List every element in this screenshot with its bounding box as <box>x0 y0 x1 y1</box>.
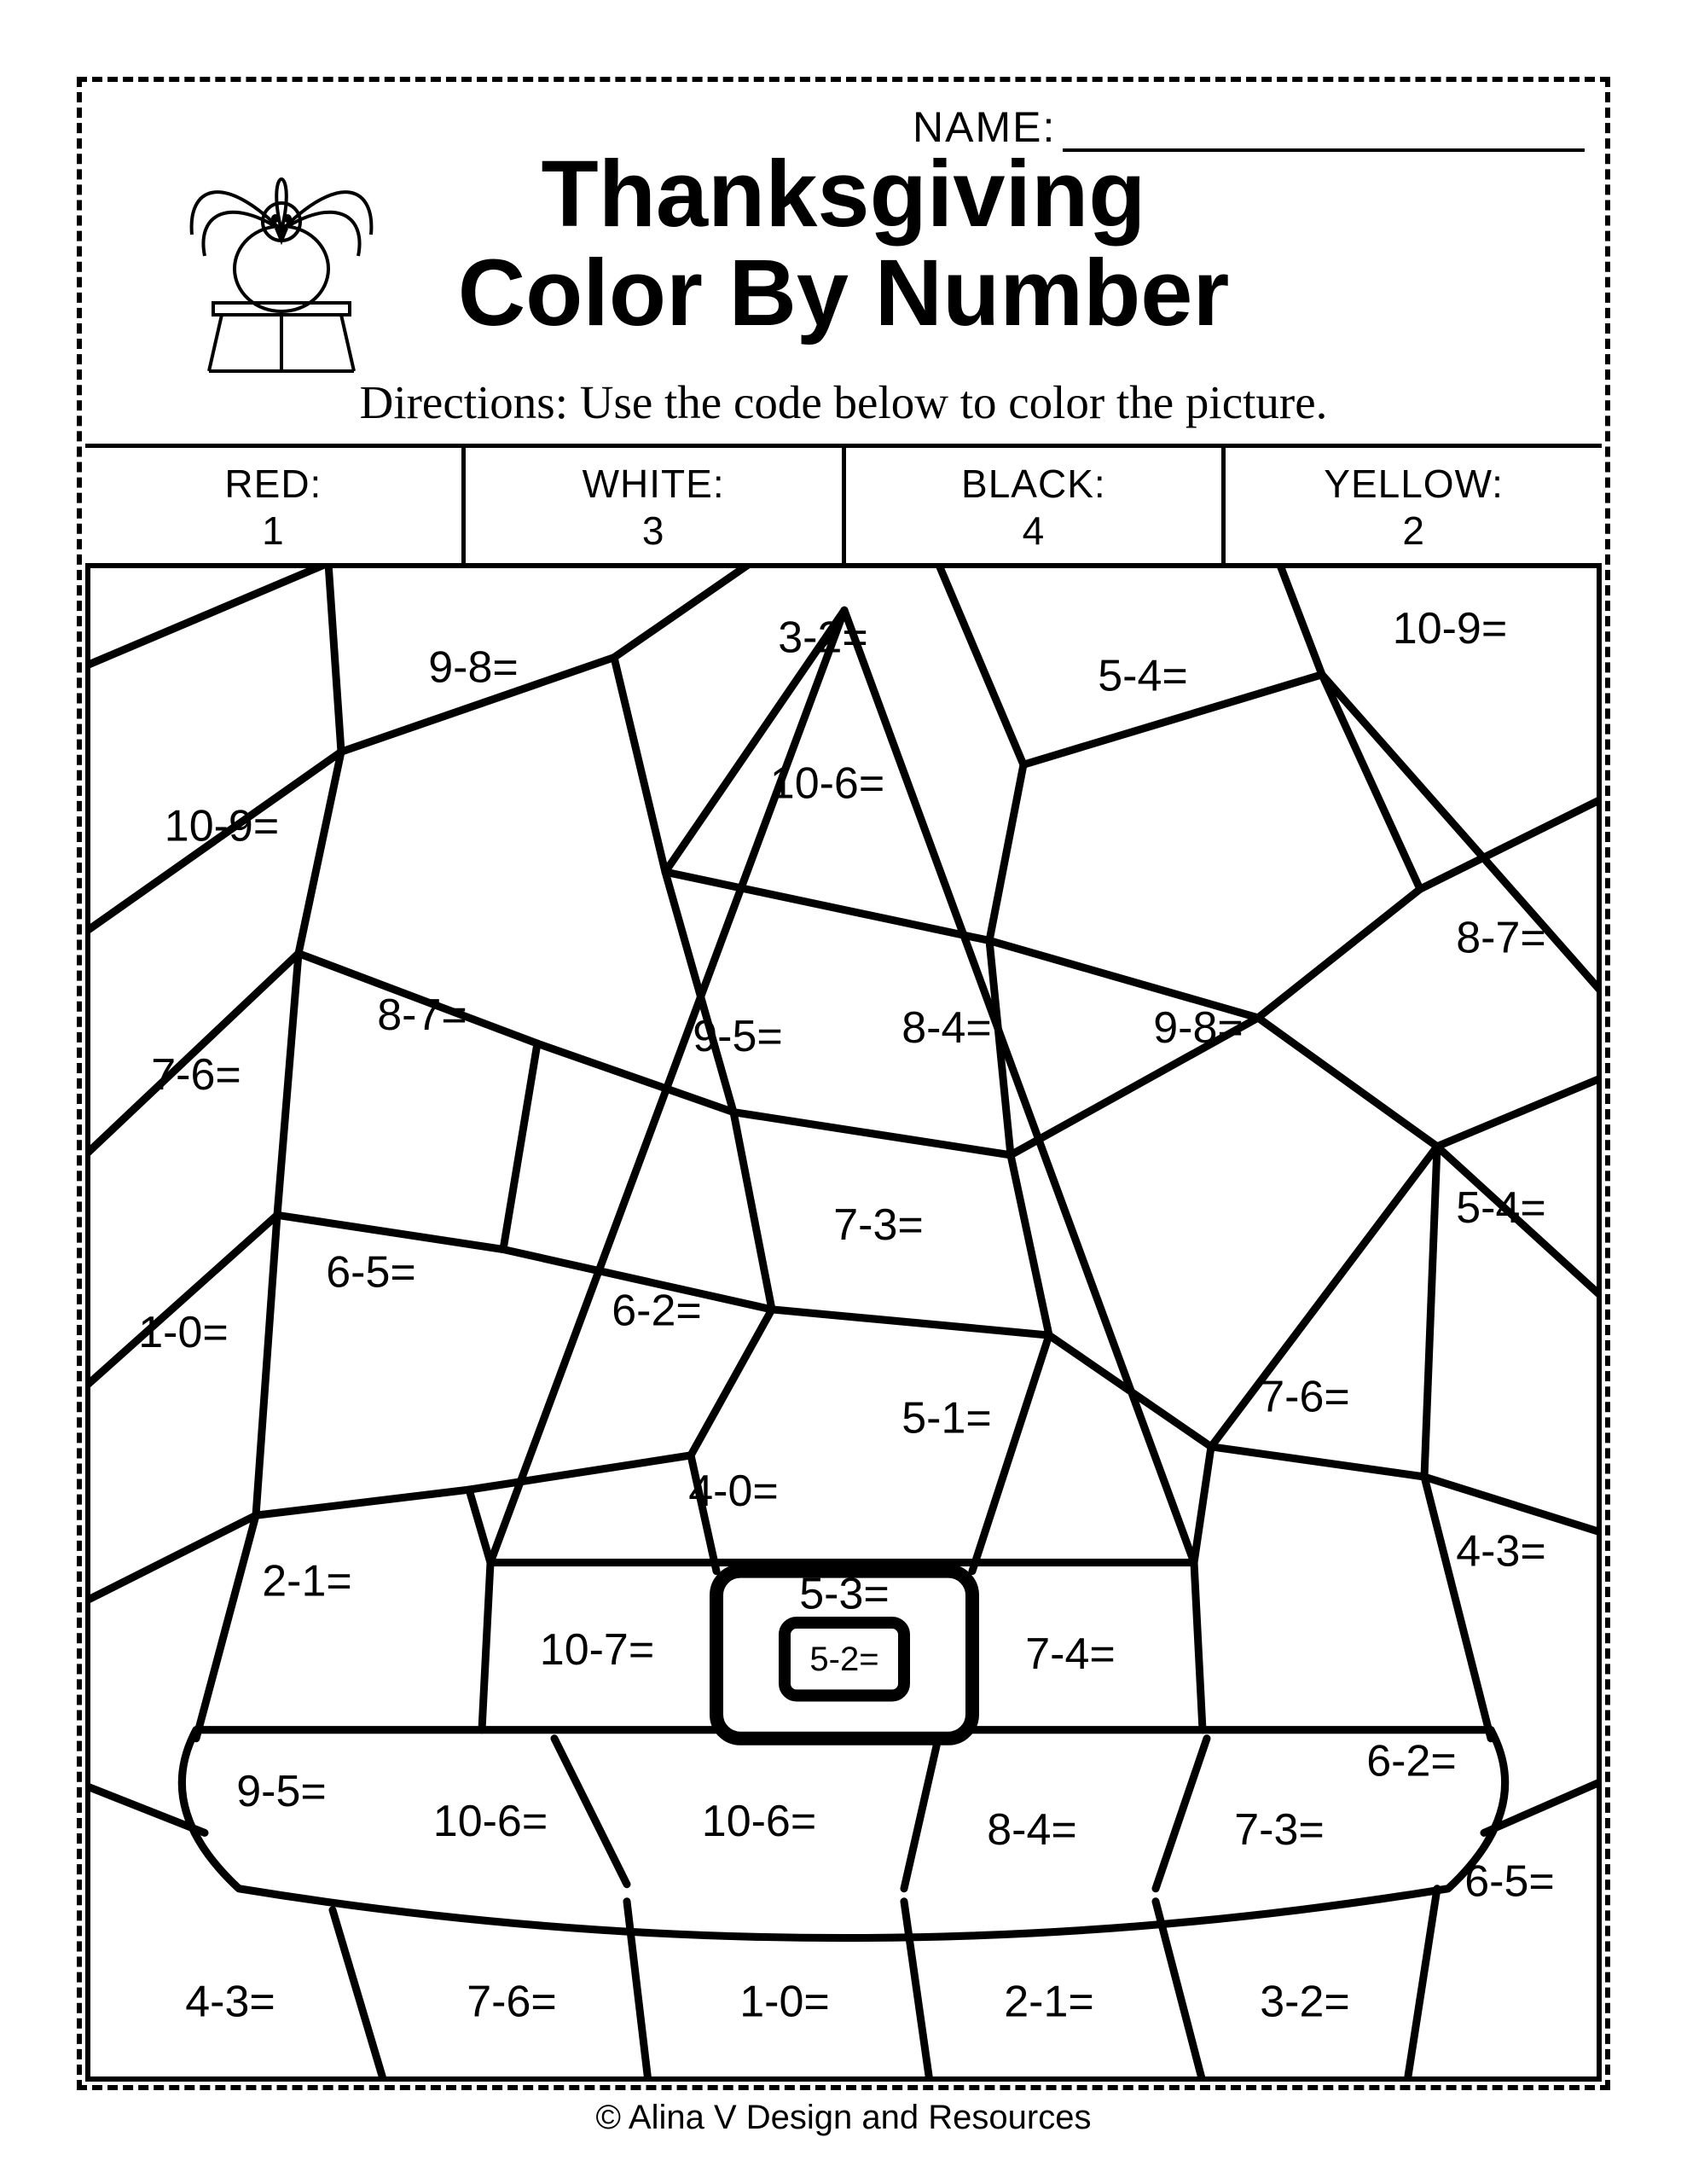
code-value: 2 <box>1402 508 1425 555</box>
coloring-drawing: 9-8= 3-2= 5-4= 10-9= 10-9= 10-6= 8-7= 8-7= 9-5= 8… <box>85 563 1602 2082</box>
equation-label: 10-6= <box>702 1797 816 1846</box>
code-cell-yellow: YELLOW: 2 <box>1221 448 1602 567</box>
equation-label: 6-2= <box>612 1287 701 1336</box>
equation-label: 7-3= <box>833 1200 923 1250</box>
equation-label: 1-0= <box>739 1977 829 2026</box>
code-value: 3 <box>642 508 665 555</box>
equation-label: 2-1= <box>262 1556 351 1606</box>
code-cell-red: RED: 1 <box>85 448 461 567</box>
equation-label: 10-9= <box>1393 604 1507 653</box>
equation-label: 5-2= <box>809 1641 878 1678</box>
equation-label: 7-3= <box>1234 1805 1324 1855</box>
equation-label: 5-3= <box>799 1569 889 1618</box>
equation-label: 7-6= <box>151 1050 241 1100</box>
equation-label: 4-3= <box>1456 1526 1545 1576</box>
code-color-label: BLACK: <box>961 461 1106 508</box>
equation-label: 6-2= <box>1366 1737 1456 1786</box>
equation-label: 6-5= <box>326 1247 415 1297</box>
equation-label: 9-8= <box>428 642 518 692</box>
equation-label: 9-5= <box>236 1767 326 1816</box>
code-value: 4 <box>1023 508 1046 555</box>
equation-label: 5-1= <box>901 1393 991 1443</box>
code-cell-black: BLACK: 4 <box>842 448 1222 567</box>
equation-label: 10-6= <box>433 1797 548 1846</box>
equation-label: 7-6= <box>1260 1372 1349 1421</box>
code-color-label: RED: <box>224 461 322 508</box>
equation-label: 6-5= <box>1464 1856 1554 1906</box>
code-color-label: YELLOW: <box>1324 461 1504 508</box>
equation-label: 1-0= <box>138 1308 228 1357</box>
color-code-table: RED: 1 WHITE: 3 BLACK: 4 YELLOW: 2 <box>85 444 1602 572</box>
equation-label: 8-7= <box>377 990 467 1040</box>
code-color-label: WHITE: <box>583 461 725 508</box>
equation-label: 9-8= <box>1153 1003 1243 1053</box>
equation-label: 8-7= <box>1456 913 1545 962</box>
equation-label: 8-4= <box>901 1003 991 1053</box>
equation-label: 10-7= <box>540 1625 654 1675</box>
equation-label: 4-0= <box>688 1467 778 1516</box>
equation-label: 4-3= <box>185 1977 275 2026</box>
title-line-1: Thanksgiving <box>77 145 1610 244</box>
equation-label: 5-4= <box>1456 1183 1545 1233</box>
directions-text: Directions: Use the code below to color … <box>77 375 1610 429</box>
code-cell-white: WHITE: 3 <box>461 448 842 567</box>
equation-label: 8-4= <box>987 1805 1076 1855</box>
equation-label: 9-5= <box>693 1012 782 1061</box>
drawing-svg: 9-8= 3-2= 5-4= 10-9= 10-9= 10-6= 8-7= 8-7= 9-5= 8… <box>85 563 1602 2082</box>
title-line-2: Color By Number <box>77 244 1610 343</box>
equation-label: 10-9= <box>165 801 279 851</box>
worksheet-page: NAME: Thanksgiving Color By Number Direc… <box>0 0 1687 2184</box>
equation-label: 3-2= <box>1260 1977 1349 2026</box>
equation-label: 7-4= <box>1025 1629 1115 1679</box>
title: Thanksgiving Color By Number <box>77 145 1610 342</box>
equation-label: 10-6= <box>770 758 884 808</box>
code-value: 1 <box>262 508 285 555</box>
copyright-footer: © Alina V Design and Resources <box>0 2099 1687 2137</box>
equation-label: 7-6= <box>467 1977 556 2026</box>
equation-label: 2-1= <box>1004 1977 1093 2026</box>
equation-label: 5-4= <box>1098 651 1187 700</box>
equation-label: 3-2= <box>778 613 867 662</box>
